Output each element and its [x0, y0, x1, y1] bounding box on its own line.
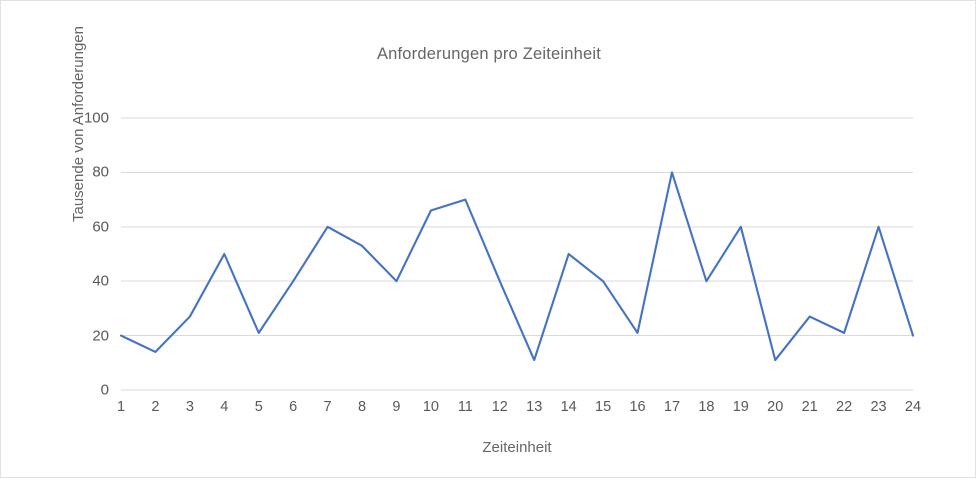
x-axis-tick-label: 16 — [629, 399, 646, 415]
x-axis-tick-label: 2 — [151, 399, 160, 415]
x-axis-tick-label: 3 — [185, 399, 194, 415]
x-axis-tick-label: 17 — [663, 399, 681, 415]
gridlines — [121, 117, 913, 391]
x-axis-tick-label: 14 — [560, 399, 577, 415]
x-axis-tick-label: 1 — [116, 399, 126, 415]
x-axis-tick-labels: 1 2 3 4 5 6 7 8 9 10 11 12 13 14 15 16 17 18 19 20 21 22 23 24 — [117, 399, 921, 421]
x-axis-tick-label: 7 — [323, 399, 332, 415]
x-axis-tick-label: 13 — [526, 399, 543, 415]
x-axis-tick-label: 22 — [836, 399, 853, 415]
x-axis-tick-label: 19 — [732, 399, 749, 415]
x-axis-tick-label: 9 — [392, 399, 401, 415]
x-axis-tick-label: 6 — [289, 399, 298, 415]
x-axis-title: Zeiteinheit — [482, 439, 552, 456]
x-axis-tick-label: 4 — [220, 399, 229, 415]
x-axis-tick-label: 18 — [698, 399, 715, 415]
y-axis-tick-label: 60 — [92, 218, 109, 236]
y-axis-tick-label: 20 — [92, 327, 109, 345]
y-axis-tick-label: 0 — [100, 381, 109, 399]
x-axis-tick-label: 12 — [491, 399, 508, 415]
x-axis-tick-label: 11 — [457, 399, 473, 415]
y-axis-tick-label: 100 — [83, 109, 109, 127]
plot-area — [119, 117, 915, 391]
x-axis-tick-label: 24 — [904, 399, 922, 415]
x-axis-tick-label: 15 — [595, 399, 612, 415]
x-axis-tick-label: 20 — [767, 399, 784, 415]
x-axis-tick-label: 10 — [422, 399, 439, 415]
x-axis-tick-label: 8 — [357, 399, 367, 415]
y-axis-tick-label: 40 — [92, 272, 109, 290]
x-axis-tick-label: 5 — [254, 399, 263, 415]
x-axis-tick-label: 21 — [801, 399, 818, 415]
data-series-line — [119, 171, 915, 362]
y-axis-tick-labels: 0 20 40 60 80 100 — [1, 1, 109, 479]
chart-title: Anforderungen pro Zeiteinheit — [376, 45, 602, 63]
y-axis-tick-label: 80 — [92, 163, 109, 181]
line-chart-svg — [119, 117, 915, 391]
x-axis-tick-label: 23 — [870, 399, 887, 415]
